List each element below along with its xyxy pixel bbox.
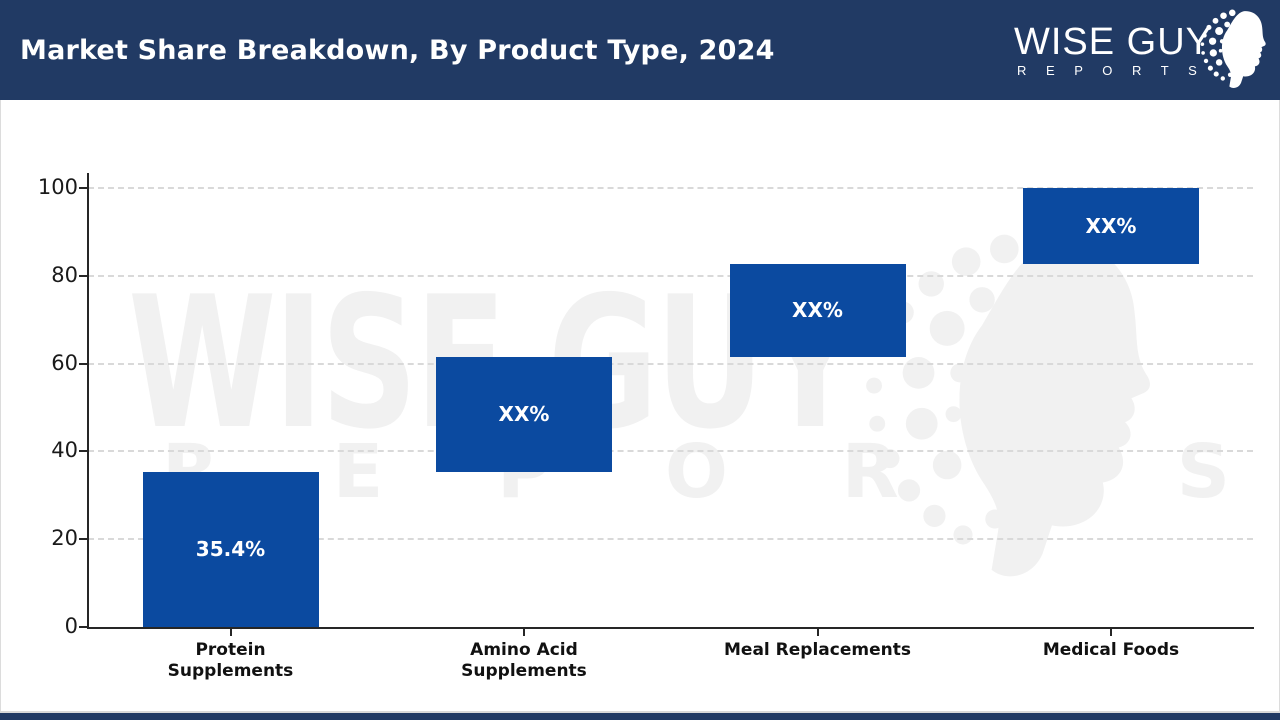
bar-value-label: XX% (1085, 213, 1137, 238)
x-axis-spine (87, 627, 1254, 629)
x-axis-category-label: Meal Replacements (724, 640, 911, 660)
x-axis-category-label: Medical Foods (1042, 640, 1180, 660)
y-axis-tick-label: 60 (51, 350, 78, 375)
y-axis-tick-label: 80 (51, 262, 78, 287)
gridline-60 (88, 362, 1253, 365)
logo-sub-text: R E P O R T S (1016, 63, 1205, 78)
bar-protein-supplements: 35.4% (142, 471, 319, 627)
y-axis-tickmark (79, 626, 87, 628)
bar-value-label: 35.4% (195, 537, 266, 562)
x-axis-tickmark (229, 629, 232, 636)
bottom-divider (0, 711, 1280, 713)
y-axis-tick-label: 40 (51, 438, 78, 463)
gridline-100 (88, 187, 1253, 189)
y-axis-tickmark (79, 362, 87, 365)
bar-value-label: XX% (792, 298, 843, 323)
y-axis-tick-label: 0 (64, 614, 78, 638)
footer-bar (0, 713, 1280, 720)
x-axis-tickmark (523, 629, 525, 636)
bar-value-label: XX% (498, 402, 550, 427)
wise-guy-logo: WISE GUY R E P O R T S (1014, 7, 1280, 93)
y-axis-tick-label: 100 (37, 175, 78, 199)
logo-face-icon (1200, 9, 1266, 88)
bar-medical-foods: XX% (1023, 188, 1199, 264)
y-axis-tickmark (79, 538, 87, 541)
logo-name-text: WISE GUY (1013, 21, 1212, 63)
bar-amino-acid-supplements: XX% (436, 356, 612, 472)
gridline-80 (88, 274, 1253, 277)
y-axis-tick-label: 20 (51, 526, 78, 551)
x-axis-tickmark (816, 629, 819, 636)
y-axis-spine (87, 173, 89, 629)
header-bar: Market Share Breakdown, By Product Type,… (0, 0, 1280, 100)
y-axis-tickmark (79, 187, 87, 189)
x-axis-tickmark (1110, 629, 1112, 636)
x-axis-category-label: Amino Acid Supplements (461, 640, 587, 681)
y-axis-tickmark (79, 274, 87, 277)
page-title: Market Share Breakdown, By Product Type,… (20, 34, 775, 66)
gridline-40 (88, 450, 1253, 453)
x-axis-category-label: Protein Supplements (167, 640, 294, 681)
bar-meal-replacements: XX% (729, 263, 906, 357)
gridline-20 (88, 538, 1253, 541)
y-axis-tickmark (79, 450, 87, 453)
